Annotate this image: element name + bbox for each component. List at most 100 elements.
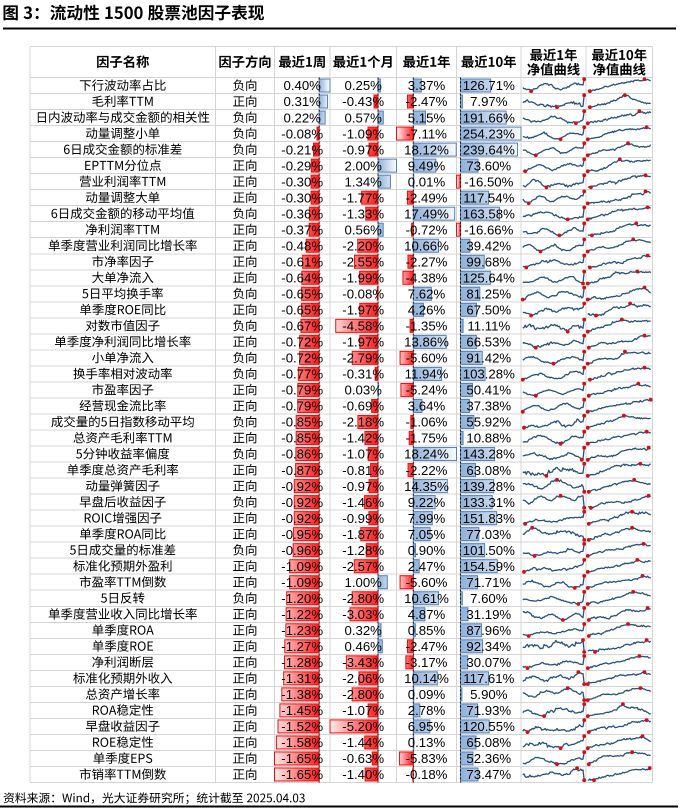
svg-text:-0.96%: -0.96% <box>281 543 323 558</box>
svg-text:77.03%: 77.03% <box>466 527 511 542</box>
svg-text:-1.28%: -1.28% <box>281 655 323 670</box>
svg-text:-5.20%: -5.20% <box>342 719 384 734</box>
svg-text:-2.18%: -2.18% <box>342 415 384 430</box>
svg-text:-2.49%: -2.49% <box>406 190 448 205</box>
svg-text:18.12%: 18.12% <box>404 142 449 157</box>
svg-text:5.90%: 5.90% <box>470 687 508 702</box>
svg-text:-2.57%: -2.57% <box>342 559 384 574</box>
svg-text:-5.60%: -5.60% <box>406 351 448 366</box>
svg-text:-0.30%: -0.30% <box>281 190 323 205</box>
svg-text:125.64%: 125.64% <box>463 271 515 286</box>
svg-text:66.53%: 66.53% <box>466 335 511 350</box>
svg-text:-0.61%: -0.61% <box>281 255 323 270</box>
svg-text:10.14%: 10.14% <box>404 671 449 686</box>
svg-text:-1.07%: -1.07% <box>342 703 384 718</box>
svg-text:5.15%: 5.15% <box>408 110 446 125</box>
svg-text:-1.46%: -1.46% <box>342 495 384 510</box>
svg-text:92.34%: 92.34% <box>466 639 511 654</box>
svg-text:-0.92%: -0.92% <box>281 511 323 526</box>
svg-text:30.07%: 30.07% <box>466 655 511 670</box>
svg-text:-16.50%: -16.50% <box>464 174 513 189</box>
svg-text:-1.09%: -1.09% <box>281 559 323 574</box>
svg-text:-1.06%: -1.06% <box>406 415 448 430</box>
svg-text:-1.42%: -1.42% <box>342 431 384 446</box>
svg-text:1.34%: 1.34% <box>344 174 382 189</box>
svg-text:87.96%: 87.96% <box>466 623 511 638</box>
svg-text:-0.97%: -0.97% <box>342 142 384 157</box>
svg-text:-0.21%: -0.21% <box>281 142 323 157</box>
svg-text:65.08%: 65.08% <box>466 735 511 750</box>
svg-text:73.60%: 73.60% <box>466 158 511 173</box>
svg-text:-0.79%: -0.79% <box>281 383 323 398</box>
svg-text:-3.43%: -3.43% <box>342 655 384 670</box>
svg-text:81.25%: 81.25% <box>466 287 511 302</box>
svg-text:-0.37%: -0.37% <box>281 222 323 237</box>
svg-text:-1.35%: -1.35% <box>406 319 448 334</box>
svg-text:0.09%: 0.09% <box>408 687 446 702</box>
svg-text:9.49%: 9.49% <box>408 158 446 173</box>
svg-text:-3.17%: -3.17% <box>406 655 448 670</box>
svg-text:-1.52%: -1.52% <box>281 719 323 734</box>
svg-text:-1.45%: -1.45% <box>281 703 323 718</box>
svg-text:-0.72%: -0.72% <box>406 222 448 237</box>
svg-text:-0.86%: -0.86% <box>281 447 323 462</box>
svg-text:73.47%: 73.47% <box>466 767 511 782</box>
svg-text:0.40%: 0.40% <box>283 78 321 93</box>
svg-text:101.50%: 101.50% <box>463 543 515 558</box>
svg-text:-0.95%: -0.95% <box>281 527 323 542</box>
svg-text:-1.09%: -1.09% <box>281 575 323 590</box>
svg-text:-4.58%: -4.58% <box>342 319 384 334</box>
svg-text:39.42%: 39.42% <box>466 238 511 253</box>
svg-text:-0.87%: -0.87% <box>281 463 323 478</box>
svg-text:-1.33%: -1.33% <box>342 206 384 221</box>
svg-text:0.32%: 0.32% <box>344 623 382 638</box>
svg-text:-0.48%: -0.48% <box>281 238 323 253</box>
svg-text:9.22%: 9.22% <box>408 495 446 510</box>
svg-text:-0.67%: -0.67% <box>281 319 323 334</box>
svg-text:0.25%: 0.25% <box>344 78 382 93</box>
svg-text:-1.58%: -1.58% <box>281 735 323 750</box>
svg-text:117.54%: 117.54% <box>463 190 514 205</box>
svg-text:-1.65%: -1.65% <box>281 751 323 766</box>
svg-text:10.88%: 10.88% <box>466 431 511 446</box>
svg-text:-1.65%: -1.65% <box>281 767 323 782</box>
svg-text:11.94%: 11.94% <box>405 367 449 382</box>
svg-text:-2.47%: -2.47% <box>406 94 448 109</box>
svg-text:-0.85%: -0.85% <box>281 431 323 446</box>
svg-text:151.83%: 151.83% <box>463 511 515 526</box>
svg-text:191.66%: 191.66% <box>463 110 515 125</box>
svg-text:-1.09%: -1.09% <box>342 126 384 141</box>
svg-text:117.61%: 117.61% <box>463 671 514 686</box>
svg-text:-5.83%: -5.83% <box>406 751 448 766</box>
svg-text:-0.64%: -0.64% <box>281 271 323 286</box>
svg-text:-1.27%: -1.27% <box>281 639 323 654</box>
svg-text:-0.97%: -0.97% <box>342 479 384 494</box>
svg-text:126.71%: 126.71% <box>463 78 515 93</box>
svg-text:-0.31%: -0.31% <box>342 367 384 382</box>
svg-text:-2.20%: -2.20% <box>342 238 384 253</box>
svg-text:7.97%: 7.97% <box>470 94 508 109</box>
svg-text:103.28%: 103.28% <box>463 367 515 382</box>
svg-text:0.22%: 0.22% <box>283 110 321 125</box>
svg-text:-0.30%: -0.30% <box>281 174 323 189</box>
svg-text:2.00%: 2.00% <box>344 158 382 173</box>
svg-text:52.36%: 52.36% <box>466 751 511 766</box>
svg-text:239.64%: 239.64% <box>463 142 515 157</box>
svg-text:7.60%: 7.60% <box>470 591 508 606</box>
svg-text:-1.44%: -1.44% <box>342 735 384 750</box>
svg-text:-5.24%: -5.24% <box>406 383 448 398</box>
svg-text:7.05%: 7.05% <box>408 527 446 542</box>
svg-text:7.62%: 7.62% <box>408 287 446 302</box>
svg-text:2.78%: 2.78% <box>408 703 446 718</box>
svg-text:-2.80%: -2.80% <box>342 687 384 702</box>
svg-text:-0.65%: -0.65% <box>281 287 323 302</box>
svg-text:0.46%: 0.46% <box>344 639 382 654</box>
svg-text:37.38%: 37.38% <box>466 399 511 414</box>
svg-text:-0.08%: -0.08% <box>342 287 384 302</box>
svg-text:-1.40%: -1.40% <box>342 767 384 782</box>
svg-text:-1.77%: -1.77% <box>342 190 384 205</box>
svg-text:-0.18%: -0.18% <box>406 767 448 782</box>
svg-text:3.37%: 3.37% <box>408 78 446 93</box>
svg-text:-0.63%: -0.63% <box>342 751 384 766</box>
svg-text:4.26%: 4.26% <box>408 303 446 318</box>
